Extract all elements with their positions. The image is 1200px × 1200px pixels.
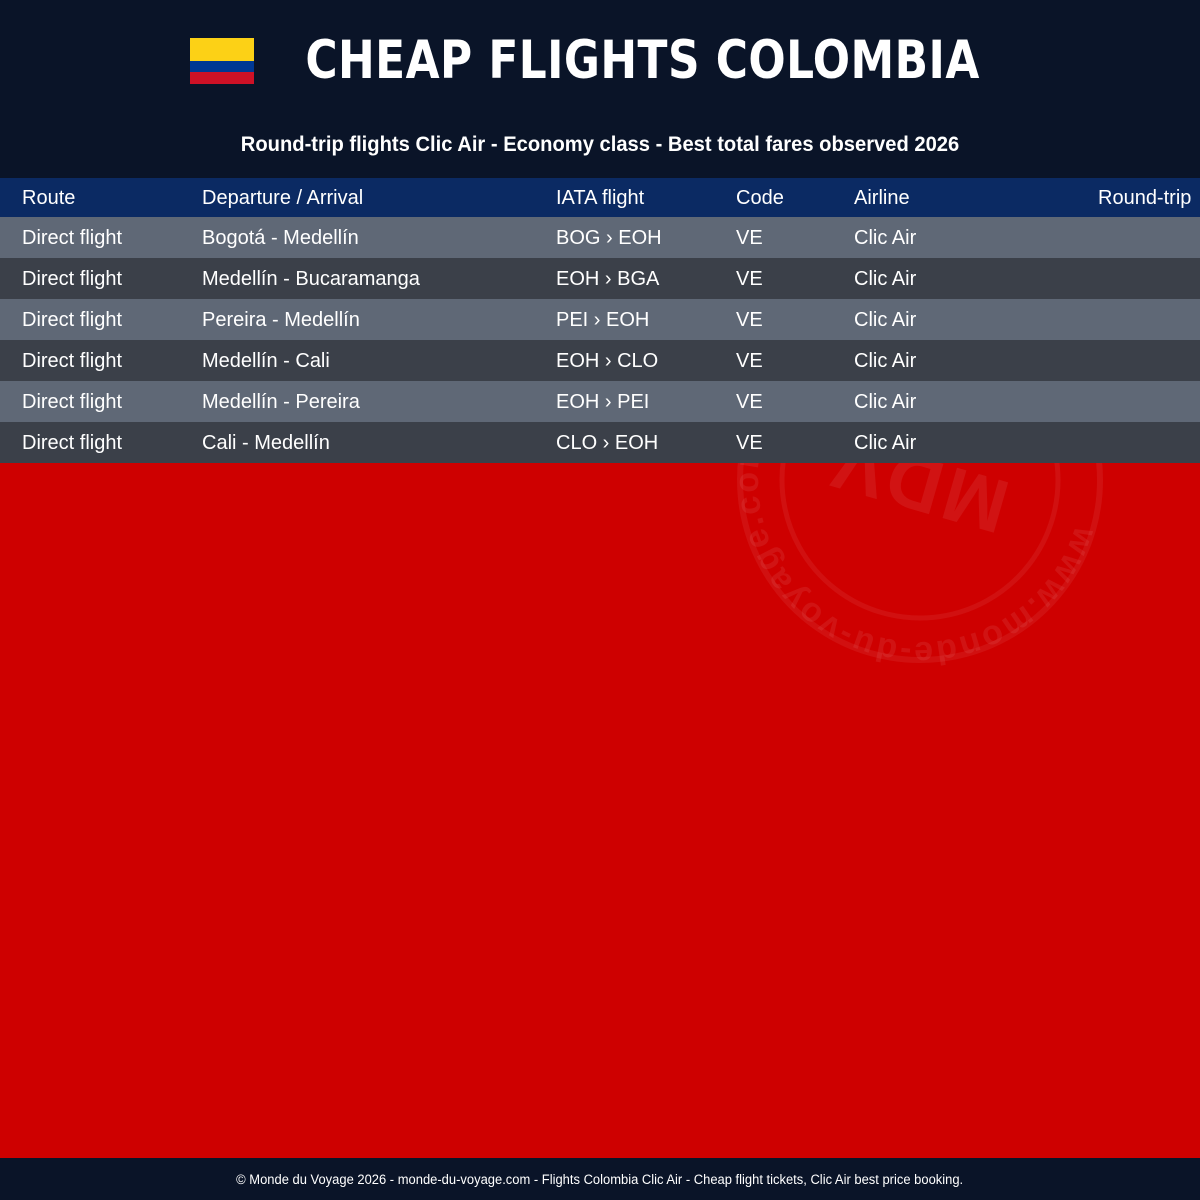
cell-code: VE [736, 226, 763, 249]
cell-departure: Medellín - Cali [202, 349, 330, 372]
page-footer: © Monde du Voyage 2026 - monde-du-voyage… [0, 1158, 1200, 1200]
cell-price: $119 [1078, 392, 1200, 412]
cell-airline: Clic Air [854, 267, 917, 290]
cell-route: Direct flight [22, 431, 123, 454]
table-row[interactable]: Direct flight Pereira - Medellín PEI › E… [0, 299, 1200, 340]
cell-iata: EOH › PEI [556, 390, 650, 413]
cell-airline: Clic Air [854, 226, 917, 249]
cell-route: Direct flight [22, 349, 123, 372]
flights-table: Route Departure / Arrival IATA flight Co… [0, 178, 1200, 463]
cell-departure: Cali - Medellín [202, 431, 330, 454]
cell-iata: EOH › BGA [556, 267, 660, 290]
cell-departure: Bogotá - Medellín [202, 226, 359, 249]
cell-iata: PEI › EOH [556, 308, 650, 331]
cell-iata: CLO › EOH [556, 431, 659, 454]
cell-price: $126 [1078, 433, 1200, 453]
cell-price: $99 [1078, 269, 1200, 289]
cell-code: VE [736, 267, 763, 290]
cell-price: $87 [1078, 228, 1200, 248]
cell-code: VE [736, 349, 763, 372]
cell-price: $112 [1078, 351, 1200, 371]
table-row[interactable]: Direct flight Medellín - Bucaramanga EOH… [0, 258, 1200, 299]
table-row[interactable]: Direct flight Cali - Medellín CLO › EOH … [0, 422, 1200, 463]
column-header-departure[interactable]: Departure / Arrival [202, 186, 364, 209]
table-row[interactable]: Direct flight Bogotá - Medellín BOG › EO… [0, 217, 1200, 258]
column-header-airline[interactable]: Airline [854, 186, 910, 209]
footer-copyright-text: © Monde du Voyage 2026 - monde-du-voyage… [236, 1171, 964, 1187]
cell-departure: Medellín - Bucaramanga [202, 267, 420, 290]
red-body-panel [0, 462, 1200, 1158]
cell-departure: Medellín - Pereira [202, 390, 360, 413]
cell-code: VE [736, 431, 763, 454]
cell-route: Direct flight [22, 390, 123, 413]
cell-route: Direct flight [22, 308, 123, 331]
cell-iata: EOH › CLO [556, 349, 659, 372]
colombia-flag-icon [190, 37, 255, 84]
cell-route: Direct flight [22, 267, 123, 290]
cell-airline: Clic Air [854, 308, 917, 331]
cell-code: VE [736, 390, 763, 413]
column-header-iata[interactable]: IATA flight [556, 186, 645, 209]
cell-airline: Clic Air [854, 431, 917, 454]
cell-airline: Clic Air [854, 390, 917, 413]
page-header: CHEAP FLIGHTS COLOMBIA Round-trip flight… [0, 0, 1200, 178]
table-header-row: Route Departure / Arrival IATA flight Co… [0, 178, 1200, 217]
column-header-price[interactable]: Round-trip [1098, 186, 1192, 209]
cell-iata: BOG › EOH [556, 226, 662, 249]
cell-route: Direct flight [22, 226, 123, 249]
column-header-route[interactable]: Route [22, 186, 76, 209]
cell-airline: Clic Air [854, 349, 917, 372]
table-row[interactable]: Direct flight Medellín - Pereira EOH › P… [0, 381, 1200, 422]
page-subtitle: Round-trip flights Clic Air - Economy cl… [240, 133, 960, 156]
page-title: CHEAP FLIGHTS COLOMBIA [305, 30, 981, 91]
title-row: CHEAP FLIGHTS COLOMBIA [0, 34, 1200, 87]
cell-price: $112 [1078, 310, 1200, 330]
cell-departure: Pereira - Medellín [202, 308, 360, 331]
table-row[interactable]: Direct flight Medellín - Cali EOH › CLO … [0, 340, 1200, 381]
cell-code: VE [736, 308, 763, 331]
column-header-code[interactable]: Code [736, 186, 784, 209]
